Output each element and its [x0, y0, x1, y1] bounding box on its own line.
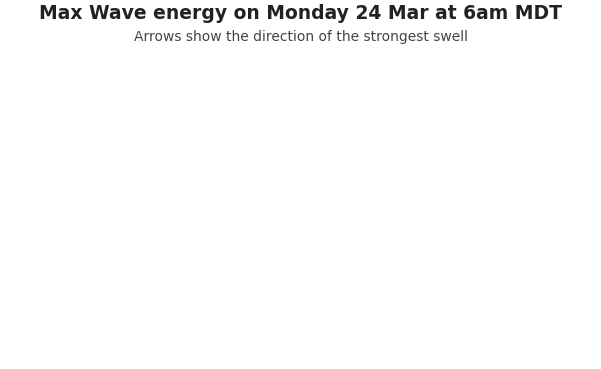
- Text: Map (requires cartopy): Map (requires cartopy): [206, 200, 395, 218]
- Text: Max Wave energy on Monday 24 Mar at 6am MDT: Max Wave energy on Monday 24 Mar at 6am …: [39, 4, 562, 24]
- Text: Arrows show the direction of the strongest swell: Arrows show the direction of the stronge…: [133, 30, 468, 44]
